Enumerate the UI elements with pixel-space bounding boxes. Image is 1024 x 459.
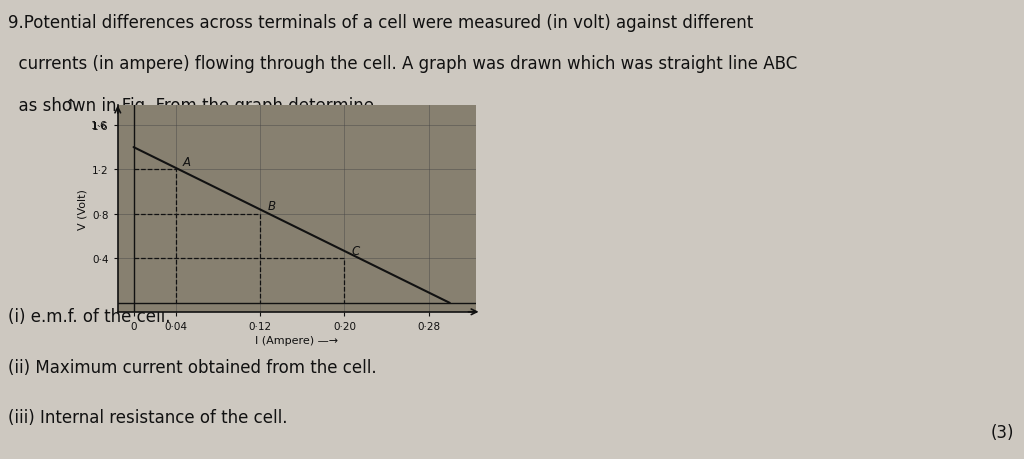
- Text: A: A: [183, 156, 191, 168]
- Y-axis label: V (Volt): V (Volt): [78, 189, 88, 229]
- Text: (3): (3): [990, 423, 1014, 441]
- X-axis label: I (Ampere) —→: I (Ampere) —→: [255, 335, 339, 345]
- Text: B: B: [267, 200, 275, 213]
- Text: 9.Potential differences across terminals of a cell were measured (in volt) again: 9.Potential differences across terminals…: [8, 14, 754, 32]
- Text: ↑: ↑: [65, 98, 76, 112]
- Text: C: C: [352, 244, 360, 257]
- Text: 1·6: 1·6: [90, 121, 108, 130]
- Text: (iii) Internal resistance of the cell.: (iii) Internal resistance of the cell.: [8, 409, 288, 426]
- Text: as shown in Fig. From the graph determine: as shown in Fig. From the graph determin…: [8, 96, 374, 114]
- Text: (i) e.m.f. of the cell.: (i) e.m.f. of the cell.: [8, 308, 171, 325]
- Text: (ii) Maximum current obtained from the cell.: (ii) Maximum current obtained from the c…: [8, 358, 377, 376]
- Text: currents (in ampere) flowing through the cell. A graph was drawn which was strai: currents (in ampere) flowing through the…: [8, 55, 798, 73]
